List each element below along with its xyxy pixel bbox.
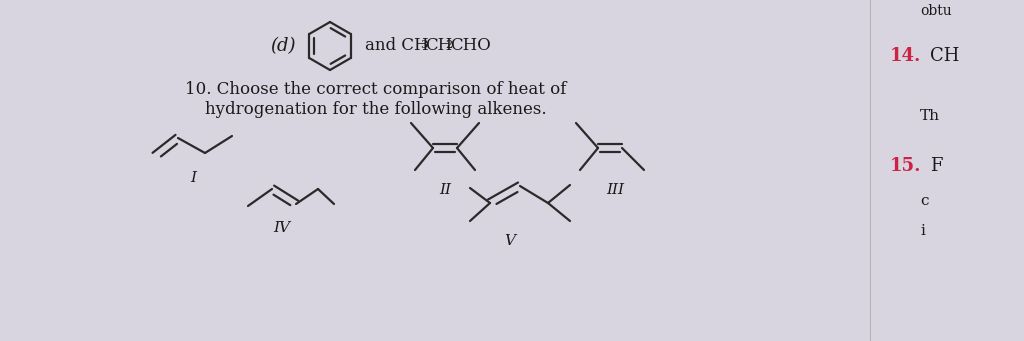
Text: and CH: and CH [365,38,429,55]
Text: CH: CH [930,47,959,65]
Text: II: II [439,183,451,197]
Text: III: III [606,183,624,197]
Text: 2: 2 [445,40,453,50]
Text: 14.: 14. [890,47,922,65]
Text: V: V [505,234,515,248]
Text: CH: CH [425,38,453,55]
Text: IV: IV [273,221,291,235]
Text: hydrogenation for the following alkenes.: hydrogenation for the following alkenes. [205,101,547,118]
Text: I: I [190,171,196,185]
Text: Th: Th [920,109,940,123]
Text: F: F [930,157,942,175]
Text: 10. Choose the correct comparison of heat of: 10. Choose the correct comparison of hea… [185,80,566,98]
Text: 15.: 15. [890,157,922,175]
Text: c: c [920,194,929,208]
Text: obtu: obtu [920,4,951,18]
Text: (d): (d) [270,37,296,55]
Text: i: i [920,224,925,238]
Text: 3: 3 [420,40,427,50]
Text: CHO: CHO [450,38,490,55]
